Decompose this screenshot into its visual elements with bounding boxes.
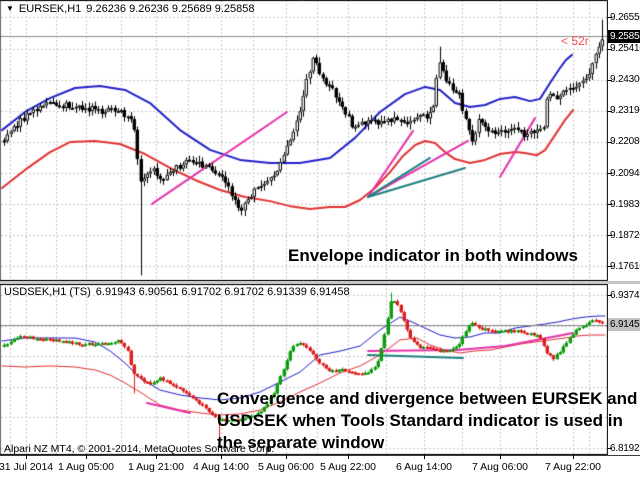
y-axis-tick xyxy=(608,111,612,112)
y-axis-tick xyxy=(608,173,612,174)
x-axis-label: 6 Aug 14:00 xyxy=(395,461,453,473)
time-axis-separator xyxy=(0,455,640,456)
y-axis-tick xyxy=(608,17,612,18)
y-axis-tick xyxy=(608,49,612,50)
eursek-ohlc-quotes: 9.26236 9.26236 9.25689 9.25858 xyxy=(86,3,255,15)
eursek-symbol-period: EURSEK,H1 xyxy=(18,3,82,15)
convergence-annotation-line1: Convergence and divergence between EURSE… xyxy=(217,389,638,408)
y-axis-tick xyxy=(608,142,612,143)
usdsek-indicator-values: 6.91943 6.90561 6.91702 6.91702 6.91339 … xyxy=(95,286,350,298)
y-axis-tick xyxy=(608,235,612,236)
y-axis-label: 9.24300 xyxy=(610,74,640,86)
chart-dropdown-icon[interactable]: ▼ xyxy=(6,4,14,13)
x-axis-label: 5 Aug 22:00 xyxy=(319,461,377,473)
x-axis-tick xyxy=(348,455,349,459)
x-axis-tick xyxy=(500,455,501,459)
x-axis-label: 5 Aug 06:00 xyxy=(257,461,315,473)
usdsek-chart-title: USDSEK,H1 (TS) 6.91943 6.90561 6.91702 6.… xyxy=(4,286,350,298)
envelope-annotation: Envelope indicator in both windows xyxy=(288,246,578,265)
usdsek-symbol-period: USDSEK,H1 (TS) xyxy=(4,286,91,298)
y-axis-label: 6.93742 xyxy=(610,289,640,301)
x-axis-tick xyxy=(573,455,574,459)
x-axis-label: 31 Jul 2014 xyxy=(0,461,54,473)
price-note-label: < 52r xyxy=(561,34,589,48)
y-axis-tick xyxy=(608,266,612,267)
eursek-current-price-box: 9.25858 xyxy=(608,30,640,43)
usdsek-current-price-box: 6.91458 xyxy=(608,318,640,331)
x-axis-label: 4 Aug 14:00 xyxy=(192,461,250,473)
usdsek-candlestick-chart[interactable] xyxy=(0,284,608,455)
convergence-annotation-line3: the separate window xyxy=(217,433,385,452)
eursek-chart-title: ▼ EURSEK,H1 9.26236 9.26236 9.25689 9.2585… xyxy=(6,3,255,15)
y-axis-label: 9.22080 xyxy=(610,136,640,147)
y-axis-tick xyxy=(608,448,612,449)
y-axis-label: 9.18720 xyxy=(610,229,640,241)
x-axis-tick xyxy=(86,455,87,459)
y-axis-label: 9.23190 xyxy=(610,105,640,117)
x-axis-label: 1 Aug 21:00 xyxy=(127,461,185,473)
y-axis-label: 9.25410 xyxy=(610,43,640,55)
x-axis-tick xyxy=(26,455,27,459)
x-axis-label: 1 Aug 05:00 xyxy=(57,461,115,473)
y-axis-tick xyxy=(608,295,612,296)
y-axis-tick xyxy=(608,204,612,205)
y-axis-label: 9.17610 xyxy=(610,260,640,272)
y-axis-label: 9.19830 xyxy=(610,198,640,210)
x-axis-tick xyxy=(286,455,287,459)
x-axis-label: 7 Aug 22:00 xyxy=(544,461,602,473)
x-axis-tick xyxy=(221,455,222,459)
x-axis-label: 7 Aug 06:00 xyxy=(471,461,529,473)
y-axis-label: 9.26550 xyxy=(610,11,640,23)
eursek-candlestick-chart[interactable] xyxy=(0,0,608,281)
y-axis-tick xyxy=(608,80,612,81)
copyright-label: Alpari NZ MT4, © 2001-2014, MetaQuotes S… xyxy=(4,443,275,455)
x-axis-tick xyxy=(156,455,157,459)
x-axis-tick xyxy=(424,455,425,459)
convergence-annotation-line2: USDSEK when Tools Standard indicator is … xyxy=(217,411,623,430)
y-axis-label: 9.20940 xyxy=(610,167,640,179)
window-separator[interactable] xyxy=(0,281,640,284)
